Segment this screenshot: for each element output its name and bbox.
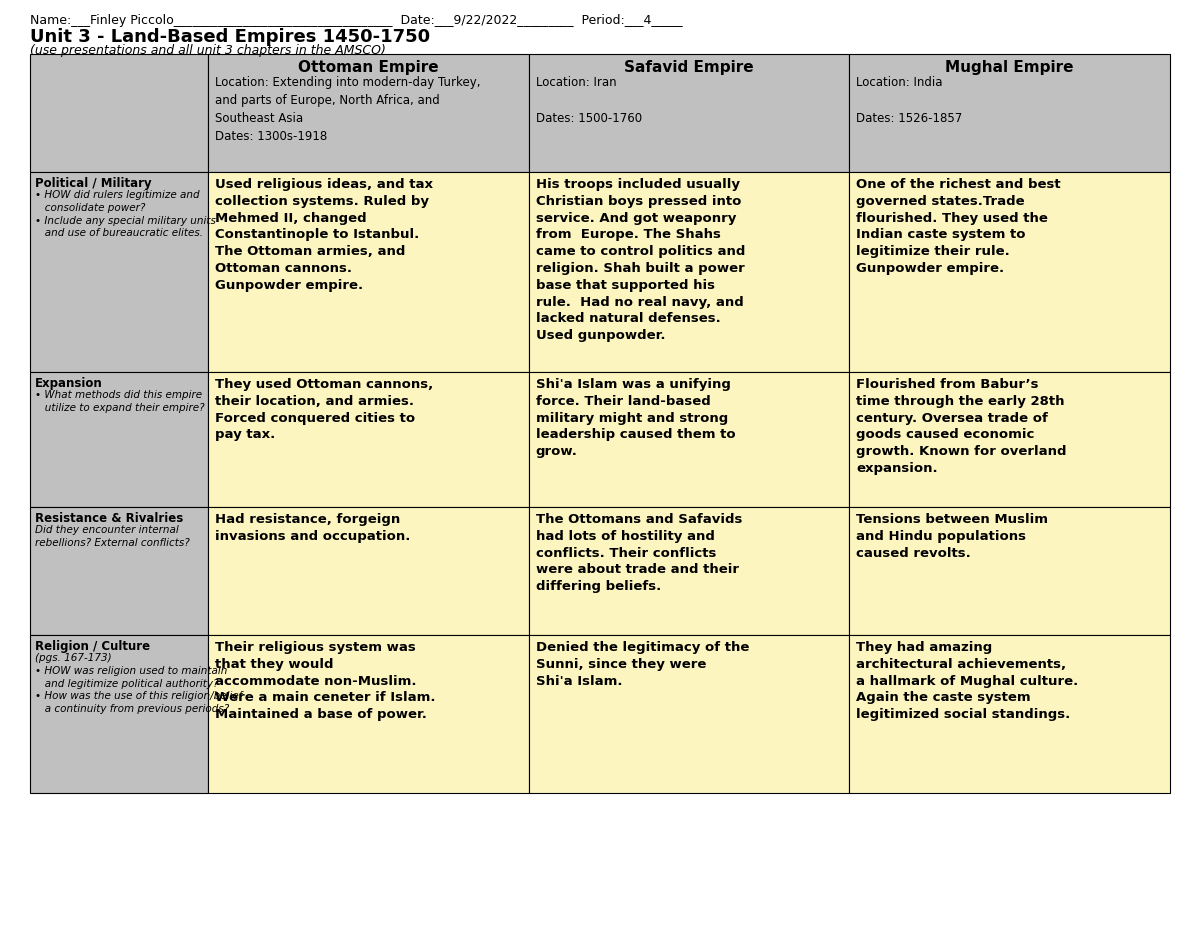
Bar bbox=[208, 54, 529, 172]
Text: Flourished from Babur’s
time through the early 28th
century. Oversea trade of
go: Flourished from Babur’s time through the… bbox=[857, 378, 1067, 475]
Bar bbox=[208, 372, 529, 507]
Text: Location: Iran

Dates: 1500-1760: Location: Iran Dates: 1500-1760 bbox=[535, 76, 642, 125]
Bar bbox=[30, 172, 208, 372]
Text: Ottoman Empire: Ottoman Empire bbox=[298, 60, 439, 75]
Bar bbox=[850, 172, 1170, 372]
Text: They used Ottoman cannons,
their location, and armies.
Forced conquered cities t: They used Ottoman cannons, their locatio… bbox=[215, 378, 433, 441]
Text: Safavid Empire: Safavid Empire bbox=[624, 60, 754, 75]
Text: • HOW did rulers legitimize and
   consolidate power?
• Include any special mili: • HOW did rulers legitimize and consolid… bbox=[35, 190, 216, 238]
Text: Religion / Culture: Religion / Culture bbox=[35, 640, 150, 653]
Text: (pgs. 167-173)
• HOW was religion used to maintain
   and legitimize political a: (pgs. 167-173) • HOW was religion used t… bbox=[35, 653, 242, 714]
Bar bbox=[850, 54, 1170, 172]
Bar bbox=[529, 635, 850, 793]
Bar bbox=[208, 172, 529, 372]
Text: His troops included usually
Christian boys pressed into
service. And got weaponr: His troops included usually Christian bo… bbox=[535, 178, 745, 342]
Bar bbox=[529, 54, 850, 172]
Text: Expansion: Expansion bbox=[35, 377, 103, 390]
Bar bbox=[30, 372, 208, 507]
Bar bbox=[850, 635, 1170, 793]
Bar bbox=[529, 507, 850, 635]
Text: Location: India

Dates: 1526-1857: Location: India Dates: 1526-1857 bbox=[857, 76, 962, 125]
Text: Mughal Empire: Mughal Empire bbox=[946, 60, 1074, 75]
Text: Used religious ideas, and tax
collection systems. Ruled by
Mehmed II, changed
Co: Used religious ideas, and tax collection… bbox=[215, 178, 433, 292]
Bar bbox=[850, 507, 1170, 635]
Text: One of the richest and best
governed states.Trade
flourished. They used the
Indi: One of the richest and best governed sta… bbox=[857, 178, 1061, 275]
Text: They had amazing
architectural achievements,
a hallmark of Mughal culture.
Again: They had amazing architectural achieveme… bbox=[857, 641, 1079, 721]
Text: Denied the legitimacy of the
Sunni, since they were
Shi'a Islam.: Denied the legitimacy of the Sunni, sinc… bbox=[535, 641, 749, 688]
Text: Location: Extending into modern-day Turkey,
and parts of Europe, North Africa, a: Location: Extending into modern-day Turk… bbox=[215, 76, 480, 143]
Bar bbox=[850, 372, 1170, 507]
Text: • What methods did this empire
   utilize to expand their empire?: • What methods did this empire utilize t… bbox=[35, 390, 205, 413]
Text: Political / Military: Political / Military bbox=[35, 177, 151, 190]
Bar bbox=[30, 54, 208, 172]
Text: Had resistance, forgeign
invasions and occupation.: Had resistance, forgeign invasions and o… bbox=[215, 513, 410, 543]
Text: Shi'a Islam was a unifying
force. Their land-based
military might and strong
lea: Shi'a Islam was a unifying force. Their … bbox=[535, 378, 736, 458]
Text: Name:___Finley Piccolo___________________________________  Date:___9/22/2022____: Name:___Finley Piccolo__________________… bbox=[30, 14, 683, 27]
Bar bbox=[208, 507, 529, 635]
Bar bbox=[30, 507, 208, 635]
Text: Did they encounter internal
rebellions? External conflicts?: Did they encounter internal rebellions? … bbox=[35, 525, 190, 548]
Text: Their religious system was
that they would
accommodate non-Muslim.
Were a main c: Their religious system was that they wou… bbox=[215, 641, 436, 721]
Bar bbox=[529, 372, 850, 507]
Text: The Ottomans and Safavids
had lots of hostility and
conflicts. Their conflicts
w: The Ottomans and Safavids had lots of ho… bbox=[535, 513, 742, 593]
Bar bbox=[529, 172, 850, 372]
Text: Resistance & Rivalries: Resistance & Rivalries bbox=[35, 512, 184, 525]
Bar bbox=[208, 635, 529, 793]
Text: Tensions between Muslim
and Hindu populations
caused revolts.: Tensions between Muslim and Hindu popula… bbox=[857, 513, 1049, 560]
Bar bbox=[30, 635, 208, 793]
Text: (use presentations and all unit 3 chapters in the AMSCO): (use presentations and all unit 3 chapte… bbox=[30, 44, 386, 57]
Text: Unit 3 - Land-Based Empires 1450-1750: Unit 3 - Land-Based Empires 1450-1750 bbox=[30, 28, 430, 46]
